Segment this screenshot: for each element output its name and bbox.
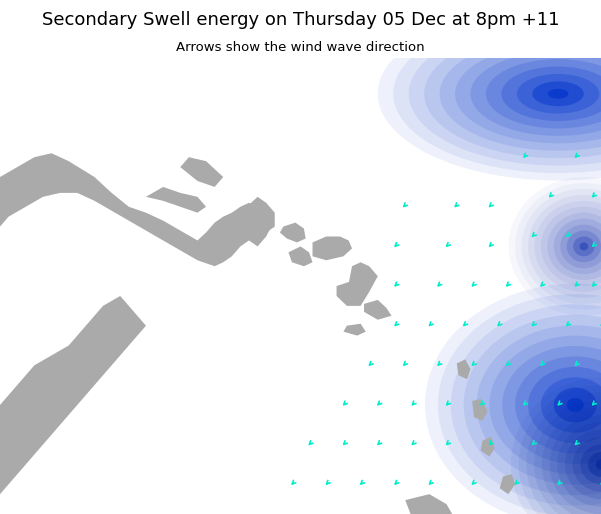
Polygon shape [0, 153, 271, 266]
Polygon shape [499, 474, 515, 494]
Ellipse shape [567, 398, 584, 412]
Polygon shape [0, 296, 146, 494]
Polygon shape [280, 223, 306, 243]
Ellipse shape [534, 201, 601, 292]
Polygon shape [405, 494, 463, 514]
Ellipse shape [534, 400, 601, 514]
Text: Secondary Swell energy on Thursday 05 Dec at 8pm +11: Secondary Swell energy on Thursday 05 De… [41, 11, 560, 29]
Ellipse shape [424, 29, 601, 158]
Ellipse shape [554, 388, 597, 423]
Ellipse shape [573, 437, 601, 492]
Ellipse shape [548, 213, 601, 280]
Ellipse shape [526, 393, 601, 514]
Ellipse shape [451, 304, 601, 506]
Ellipse shape [588, 452, 601, 477]
Ellipse shape [463, 315, 601, 495]
Ellipse shape [486, 59, 601, 128]
Ellipse shape [560, 225, 601, 268]
Ellipse shape [501, 66, 601, 121]
Ellipse shape [554, 218, 601, 274]
Ellipse shape [532, 81, 584, 106]
Polygon shape [343, 324, 366, 336]
Ellipse shape [541, 207, 601, 286]
Polygon shape [313, 236, 352, 260]
Ellipse shape [548, 89, 569, 99]
Ellipse shape [528, 367, 601, 443]
Ellipse shape [542, 408, 601, 514]
Ellipse shape [511, 378, 601, 514]
Polygon shape [472, 399, 487, 421]
Ellipse shape [515, 356, 601, 453]
Ellipse shape [549, 415, 601, 514]
Ellipse shape [439, 37, 601, 151]
Ellipse shape [471, 51, 601, 136]
Ellipse shape [409, 22, 601, 166]
Ellipse shape [557, 423, 601, 507]
Polygon shape [364, 300, 391, 320]
Ellipse shape [517, 74, 599, 114]
Ellipse shape [519, 385, 601, 514]
Ellipse shape [489, 336, 601, 474]
Ellipse shape [581, 445, 601, 484]
Polygon shape [457, 359, 471, 379]
Polygon shape [244, 197, 275, 236]
Polygon shape [146, 187, 206, 213]
Ellipse shape [565, 430, 601, 499]
Ellipse shape [378, 7, 601, 180]
Text: Arrows show the wind wave direction: Arrows show the wind wave direction [176, 41, 425, 54]
Ellipse shape [567, 231, 601, 262]
Ellipse shape [502, 346, 601, 464]
Ellipse shape [596, 460, 601, 469]
Ellipse shape [425, 284, 601, 514]
Polygon shape [337, 282, 369, 306]
Ellipse shape [477, 325, 601, 485]
Polygon shape [288, 246, 313, 266]
Ellipse shape [579, 243, 588, 250]
Ellipse shape [455, 44, 601, 143]
Ellipse shape [438, 294, 601, 514]
Polygon shape [481, 437, 495, 456]
Ellipse shape [573, 236, 594, 256]
Ellipse shape [541, 377, 601, 433]
Polygon shape [180, 157, 223, 187]
Ellipse shape [393, 14, 601, 173]
Polygon shape [349, 262, 378, 292]
